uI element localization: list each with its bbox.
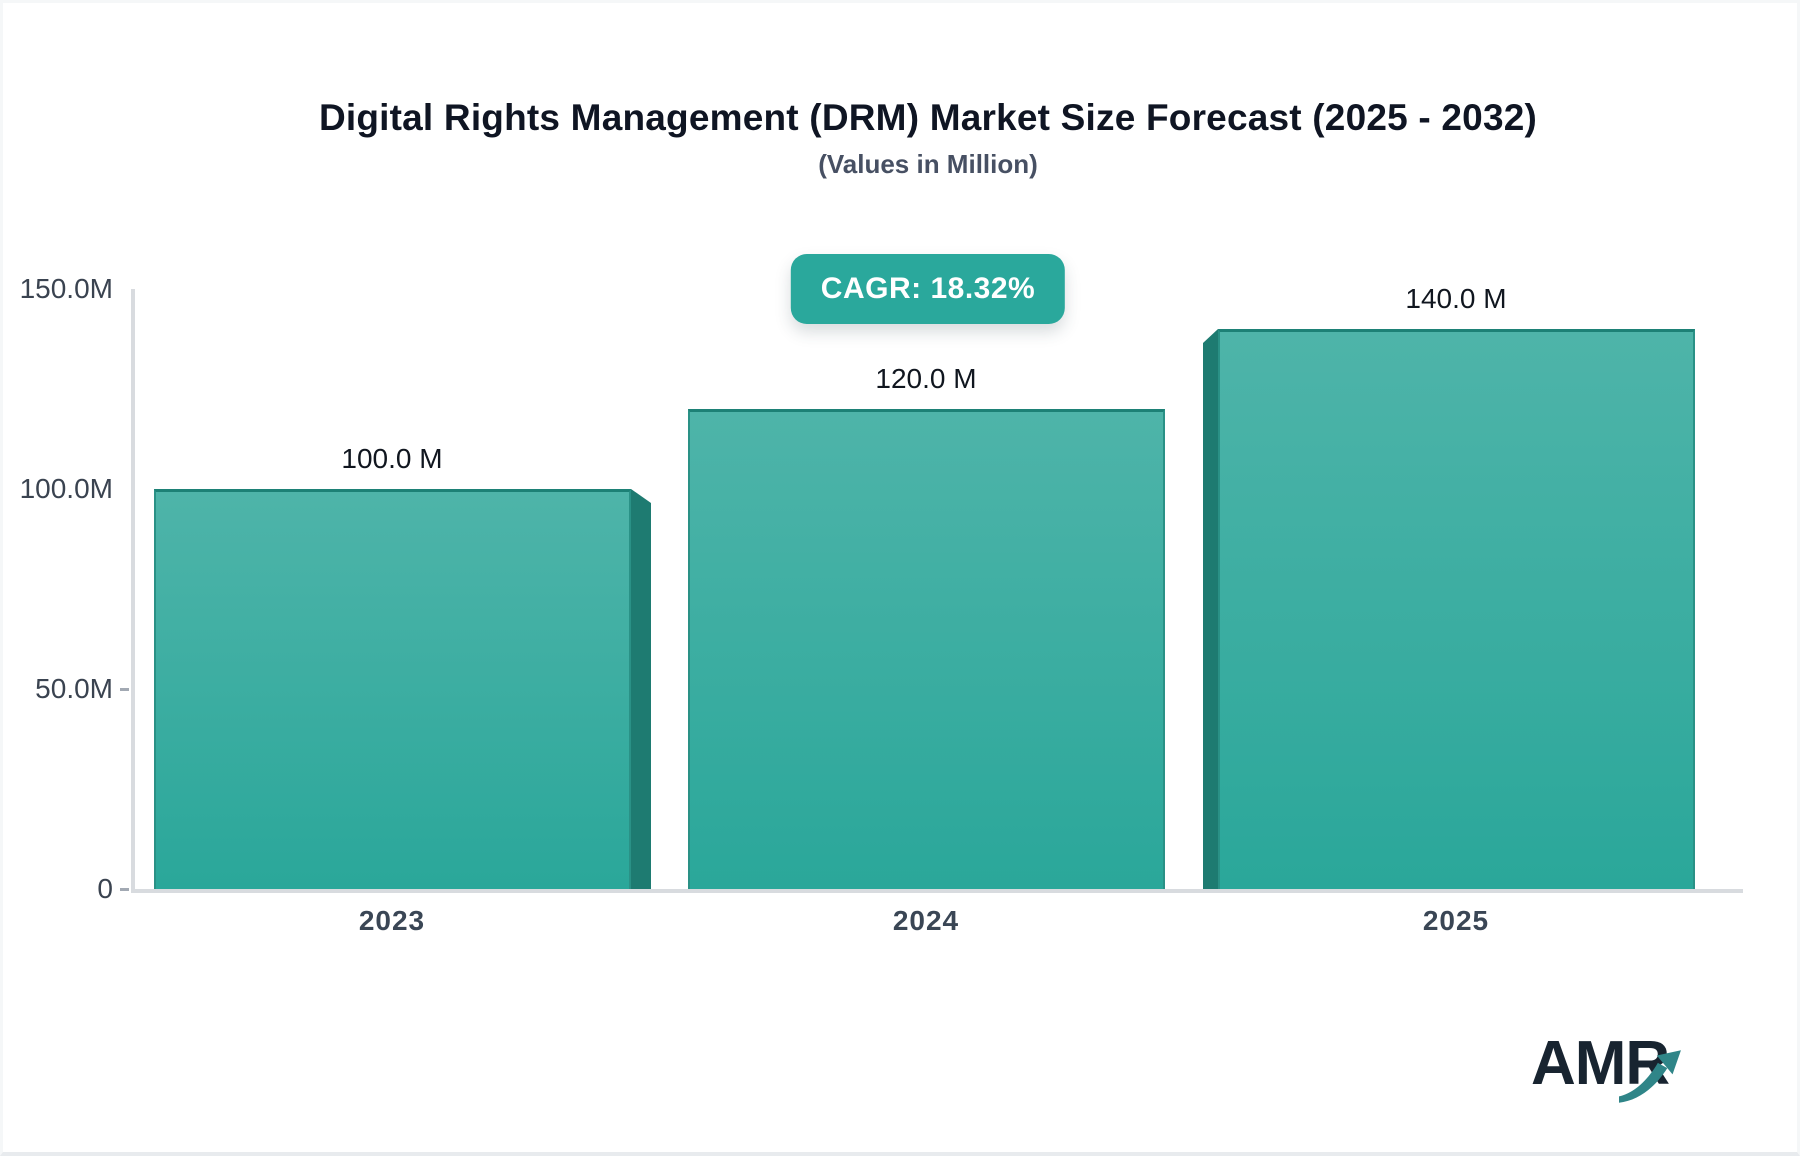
x-axis-line [131, 889, 1743, 893]
cagr-badge: CAGR: 18.32% [790, 254, 1066, 324]
chart-subtitle: (Values in Million) [818, 149, 1038, 179]
y-axis-line [131, 289, 135, 893]
bar-side-face [631, 489, 651, 889]
bar-2023 [154, 489, 631, 889]
growth-arrow-icon [1619, 1050, 1681, 1103]
y-tick-label: 50.0M [35, 673, 113, 704]
y-tick-label: 100.0M [19, 473, 113, 504]
chart-title: Digital Rights Management (DRM) Market S… [318, 97, 1538, 138]
x-tick-label: 2023 [358, 905, 426, 936]
y-tick-label: 150.0M [19, 273, 113, 304]
bar-2025 [1218, 329, 1695, 889]
y-tick-label: 0 [97, 873, 113, 904]
bar-value-label: 120.0 M [875, 363, 977, 394]
y-tick-mark [120, 688, 129, 691]
y-tick-mark [120, 888, 129, 891]
bar-2024 [688, 409, 1165, 889]
amr-logo: AMR [1531, 1029, 1731, 1119]
bar-side-face [1203, 329, 1218, 889]
bar-value-label: 100.0 M [341, 443, 443, 474]
x-tick-label: 2024 [892, 905, 960, 936]
x-tick-label: 2025 [1422, 905, 1490, 936]
bar-value-label: 140.0 M [1405, 283, 1507, 314]
